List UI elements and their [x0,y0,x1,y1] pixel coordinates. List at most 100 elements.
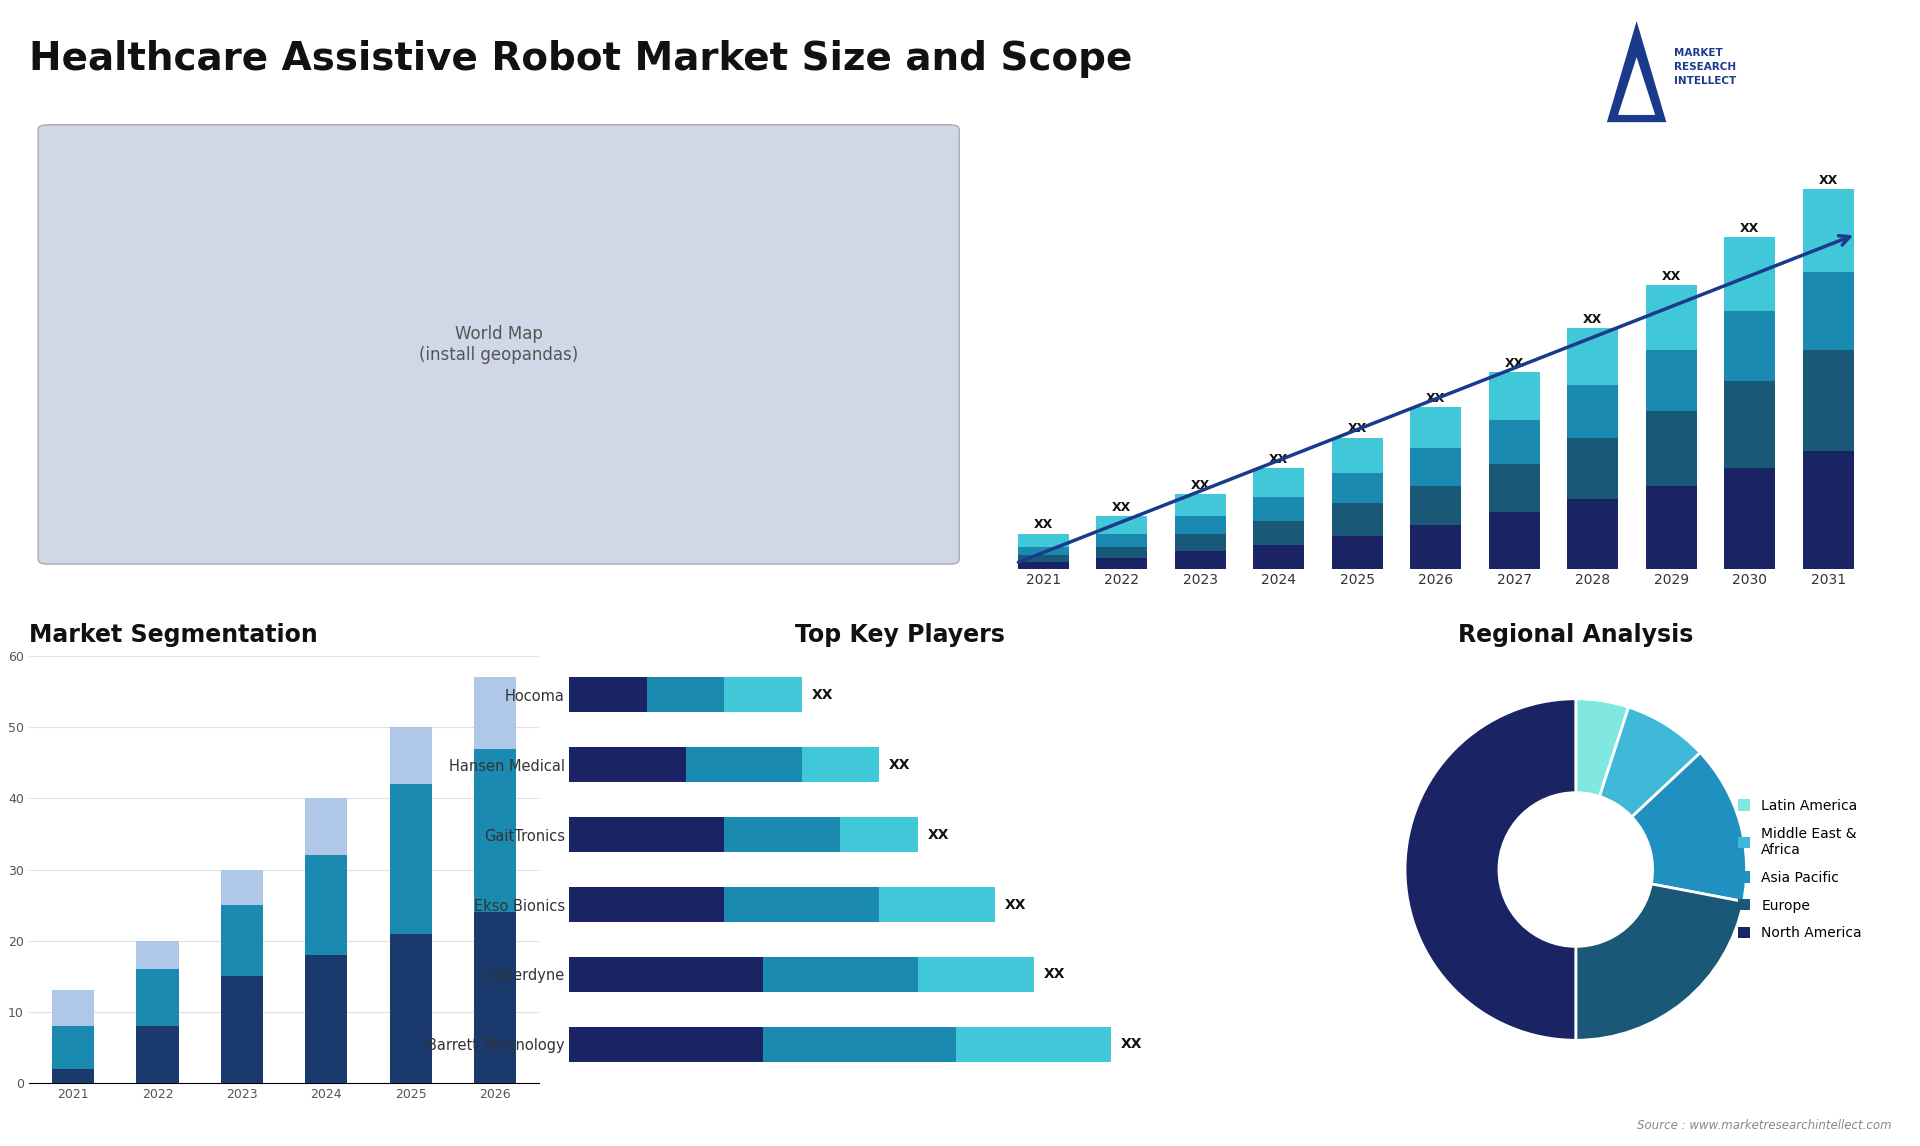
Bar [1724,469,1776,568]
Text: XX: XX [812,688,833,701]
Bar [1254,496,1304,520]
Bar [1175,494,1225,516]
Bar [1175,534,1225,551]
Bar [1567,329,1619,385]
Bar [474,912,516,1083]
Bar [762,957,918,992]
Text: XX: XX [1043,967,1066,981]
Bar [724,677,803,712]
Wedge shape [1405,699,1576,1041]
Bar [724,817,841,851]
Bar [1332,536,1382,568]
Bar [762,1027,956,1062]
Text: XX: XX [1004,897,1027,911]
Bar [1803,351,1855,450]
Bar [1724,311,1776,380]
Bar [1018,547,1069,556]
Bar [136,1026,179,1083]
Bar [221,905,263,976]
Legend: Latin America, Middle East &
Africa, Asia Pacific, Europe, North America: Latin America, Middle East & Africa, Asi… [1732,793,1868,945]
Bar [956,1027,1112,1062]
Bar [1411,486,1461,525]
Bar [570,1027,762,1062]
Bar [390,728,432,784]
Bar [1175,551,1225,568]
Bar [1645,411,1697,486]
Bar [1096,547,1148,558]
Bar [390,784,432,934]
Wedge shape [1576,699,1628,796]
Text: XX: XX [1348,423,1367,435]
Text: XX: XX [1121,1037,1142,1052]
Bar [1096,534,1148,547]
Title: Regional Analysis: Regional Analysis [1457,623,1693,647]
Bar [570,887,724,923]
Legend: Application, Product, Geography: Application, Product, Geography [572,664,697,755]
Bar [474,748,516,912]
Text: Source : www.marketresearchintellect.com: Source : www.marketresearchintellect.com [1636,1120,1891,1132]
Wedge shape [1632,753,1747,902]
Text: Market Segmentation: Market Segmentation [29,623,317,647]
Text: XX: XX [1427,392,1446,405]
Text: XX: XX [889,758,910,771]
Text: XX: XX [1269,453,1288,466]
Wedge shape [1599,707,1701,817]
Bar [1567,438,1619,499]
Bar [570,747,685,782]
Bar [221,870,263,905]
Bar [305,799,348,855]
Text: XX: XX [1190,479,1210,492]
Bar [1096,558,1148,568]
Polygon shape [1607,21,1667,123]
Bar [1724,237,1776,311]
Text: XX: XX [1505,356,1524,370]
Text: XX: XX [1818,173,1837,187]
Bar [1645,284,1697,351]
Bar [1724,380,1776,469]
Text: MARKET
RESEARCH
INTELLECT: MARKET RESEARCH INTELLECT [1674,48,1736,86]
Bar [1332,472,1382,503]
Text: XX: XX [927,827,948,841]
Bar [803,747,879,782]
Bar [305,855,348,955]
Bar [1096,516,1148,534]
Bar [570,957,762,992]
Bar [841,817,918,851]
Bar [1254,469,1304,496]
Bar [1645,351,1697,411]
Title: Top Key Players: Top Key Players [795,623,1004,647]
Bar [1803,450,1855,568]
Bar [1254,544,1304,568]
Bar [685,747,803,782]
Bar [221,976,263,1083]
Bar [1018,556,1069,562]
Bar [879,887,995,923]
Bar [1488,421,1540,464]
Bar [570,817,724,851]
Bar [724,887,879,923]
Text: Healthcare Assistive Robot Market Size and Scope: Healthcare Assistive Robot Market Size a… [29,40,1133,78]
Bar [1332,438,1382,472]
Bar [570,677,647,712]
Text: XX: XX [1033,518,1052,532]
Text: XX: XX [1740,221,1759,235]
Bar [1332,503,1382,536]
Bar [52,1069,94,1083]
Polygon shape [1619,57,1655,115]
Bar [1803,272,1855,351]
Wedge shape [1576,884,1743,1041]
Bar [1488,372,1540,421]
Text: World Map
(install geopandas): World Map (install geopandas) [419,325,578,363]
Bar [136,941,179,970]
Bar [1411,407,1461,448]
Text: XX: XX [1112,501,1131,515]
Bar [390,934,432,1083]
Bar [52,1026,94,1069]
Bar [1488,512,1540,568]
Bar [647,677,724,712]
Bar [474,677,516,748]
FancyBboxPatch shape [38,125,960,564]
Bar [1018,534,1069,547]
Bar [1018,562,1069,568]
Bar [52,990,94,1026]
